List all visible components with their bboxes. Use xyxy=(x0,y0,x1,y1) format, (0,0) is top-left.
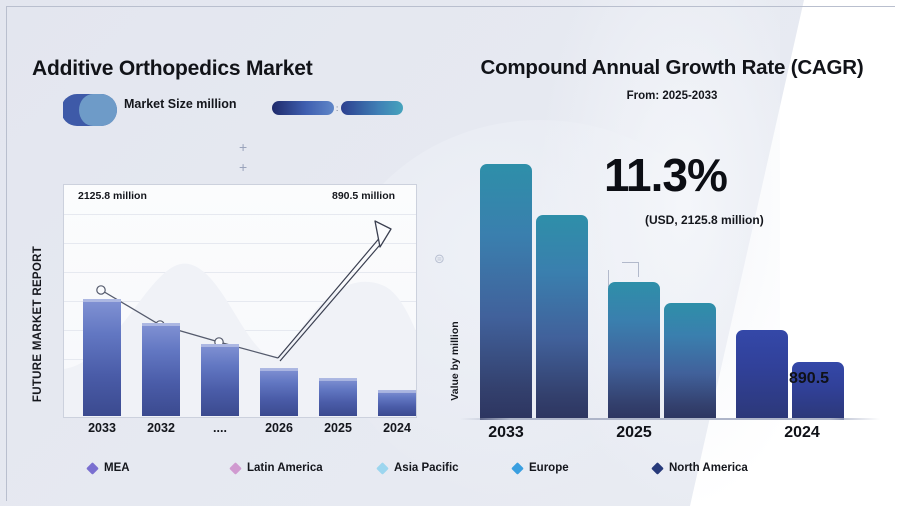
table-row xyxy=(319,378,357,416)
table-row xyxy=(536,215,588,420)
legend-pill-primary xyxy=(272,101,334,115)
legend-label-asia-pacific: Asia Pacific xyxy=(394,462,459,474)
legend-item-latin-america[interactable]: Latin America xyxy=(229,461,323,475)
table-row xyxy=(260,368,298,416)
table-row xyxy=(201,344,239,416)
legend-item-north-america[interactable]: North America xyxy=(651,461,748,475)
left-chart-value-min: 890.5 million xyxy=(332,190,396,202)
x-tick-2025: 2025 xyxy=(324,421,352,435)
x-tick-2033: 2033 xyxy=(88,421,116,435)
right-chart-baseline xyxy=(460,418,880,420)
left-chart-value-max: 2125.8 million xyxy=(78,190,147,202)
region-legend: MEA Latin America Asia Pacific Europe No… xyxy=(0,461,900,490)
legend-label-latin-america: Latin America xyxy=(247,462,323,474)
decor-plus-icon-2: + xyxy=(239,159,248,175)
x-tick-ellipsis: .... xyxy=(213,421,227,435)
left-chart-x-axis: 2033 2032 .... 2026 2025 2024 xyxy=(63,421,415,443)
legend-label-mea: MEA xyxy=(104,462,130,474)
legend-item-mea[interactable]: MEA xyxy=(86,461,130,475)
x-tick-2024: 2024 xyxy=(383,421,411,435)
table-row xyxy=(480,164,532,420)
right-x-tick-2033: 2033 xyxy=(488,424,524,441)
x-tick-2032: 2032 xyxy=(147,421,175,435)
right-chart-data-label: 890.5 xyxy=(789,370,830,387)
right-x-tick-2025: 2025 xyxy=(616,424,652,441)
table-row xyxy=(608,282,660,420)
left-chart-bars xyxy=(63,184,416,416)
table-row xyxy=(83,299,121,416)
market-size-icon xyxy=(63,94,117,126)
table-row xyxy=(142,323,180,416)
legend-item-europe[interactable]: Europe xyxy=(511,461,569,475)
decor-circle-icon: ⊜ xyxy=(434,251,445,266)
page-title: Additive Orthopedics Market xyxy=(32,57,313,80)
legend-marker-mea xyxy=(86,461,99,475)
legend-label-north-america: North America xyxy=(669,462,748,474)
right-chart-bars xyxy=(460,150,880,420)
pill-separator: : xyxy=(336,104,339,113)
decor-bracket-2 xyxy=(622,262,639,277)
table-row xyxy=(792,362,844,420)
decor-plus-icon: + xyxy=(239,139,248,155)
legend-item-asia-pacific[interactable]: Asia Pacific xyxy=(376,461,459,475)
right-x-tick-2024: 2024 xyxy=(784,424,820,441)
table-row xyxy=(736,330,788,420)
x-tick-2026: 2026 xyxy=(265,421,293,435)
legend-label-europe: Europe xyxy=(529,462,569,474)
cagr-title: Compound Annual Growth Rate (CAGR) xyxy=(480,56,864,79)
legend-marker-asia-pacific xyxy=(376,461,389,475)
cagr-subtitle: From: 2025-2033 xyxy=(626,90,718,102)
cagr-note: (USD, 2125.8 million) xyxy=(645,213,764,227)
table-row xyxy=(378,390,416,416)
market-size-label: Market Size million xyxy=(124,97,237,111)
table-row xyxy=(664,303,716,420)
legend-pill-secondary xyxy=(341,101,403,115)
legend-marker-europe xyxy=(511,461,524,475)
legend-marker-north-america xyxy=(651,461,664,475)
left-chart-y-axis-label: FUTURE MARKET REPORT xyxy=(32,245,44,403)
cagr-value: 11.3% xyxy=(604,149,728,201)
legend-marker-latin-america xyxy=(229,461,242,475)
